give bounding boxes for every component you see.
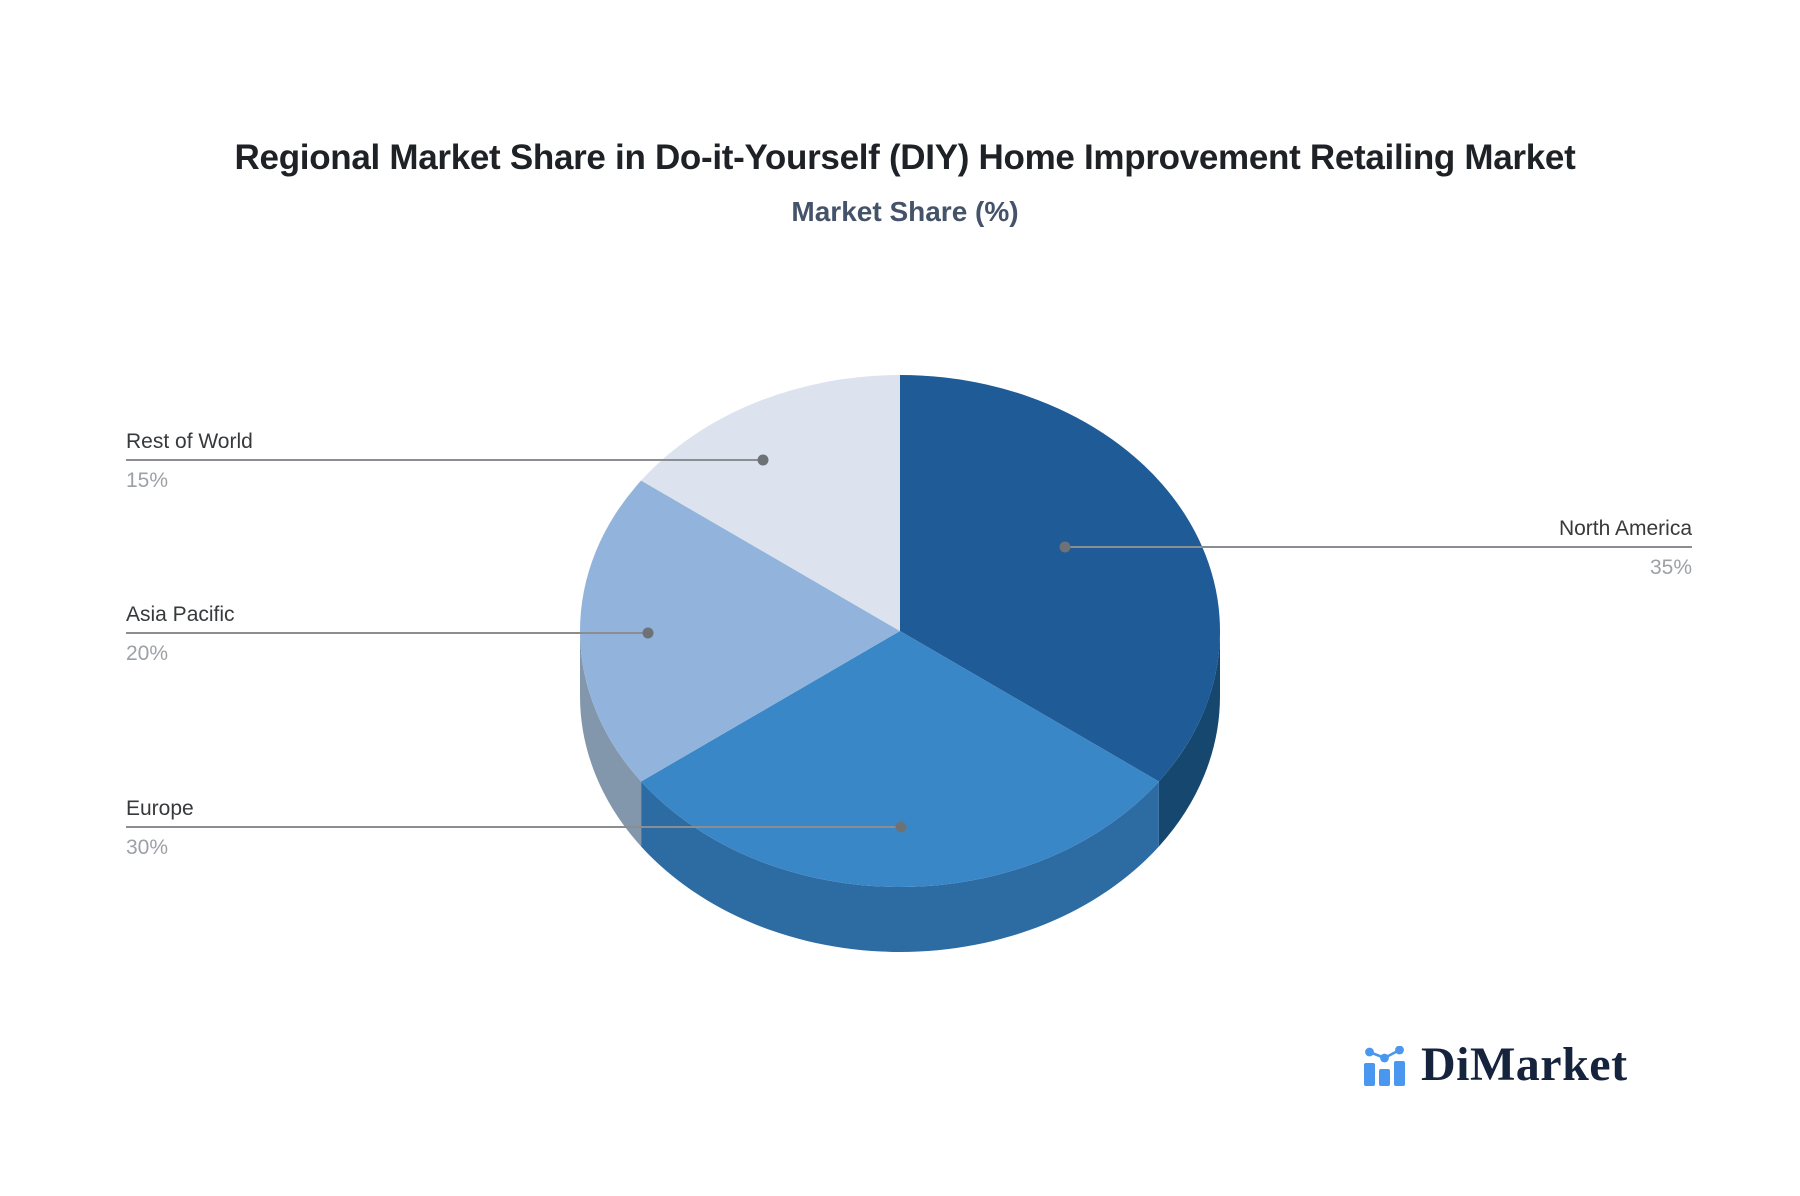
callout-europe: Europe bbox=[126, 796, 194, 822]
leader-dot-asia-pacific bbox=[642, 627, 654, 639]
pie-slices bbox=[579, 375, 1221, 888]
chart-subtitle: Market Share (%) bbox=[791, 196, 1019, 227]
slice-value-north-america: 35% bbox=[1649, 556, 1692, 579]
pie-slice-rest-of-world bbox=[641, 375, 900, 631]
leader-dot-rest-of-world bbox=[757, 454, 769, 466]
slice-value-europe: 30% bbox=[126, 836, 169, 859]
leader-lines bbox=[126, 459, 1692, 828]
pie-slice-side-north-america bbox=[1158, 631, 1220, 847]
slice-label-north-america: North America bbox=[1558, 517, 1692, 540]
dimarket-logo: DiMarket bbox=[1363, 1038, 1628, 1091]
leader-dot-north-america bbox=[1059, 541, 1071, 553]
pie-3d-sides bbox=[580, 631, 1220, 953]
slice-label-rest-of-world: Rest of World bbox=[126, 430, 253, 453]
mini-bar-line-chart-icon bbox=[1364, 1046, 1405, 1086]
callout-value-asia-pacific: 20% bbox=[126, 641, 168, 667]
chart-title: Regional Market Share in Do-it-Yourself … bbox=[234, 138, 1576, 177]
slice-label-europe: Europe bbox=[126, 797, 194, 820]
slice-label-asia-pacific: Asia Pacific bbox=[126, 603, 235, 626]
callout-rest-of-world: Rest of World bbox=[126, 429, 253, 455]
slice-value-asia-pacific: 20% bbox=[126, 642, 169, 665]
callout-value-europe: 30% bbox=[126, 835, 168, 861]
callout-value-north-america: 35% bbox=[1650, 555, 1692, 581]
callout-value-rest-of-world: 15% bbox=[126, 468, 168, 494]
pie-slice-asia-pacific bbox=[579, 480, 900, 782]
pie-slice-europe bbox=[641, 631, 1159, 888]
callout-asia-pacific: Asia Pacific bbox=[126, 602, 235, 628]
slice-value-rest-of-world: 15% bbox=[126, 469, 169, 492]
pie-slice-side-asia-pacific bbox=[580, 631, 642, 847]
pie-slice-side-europe bbox=[641, 781, 1159, 953]
pie-slice-north-america bbox=[900, 375, 1221, 782]
logo-text: DiMarket bbox=[1421, 1038, 1628, 1091]
callout-north-america: North America bbox=[1559, 516, 1692, 542]
leader-dots bbox=[642, 454, 1071, 833]
leader-dot-europe bbox=[895, 821, 907, 833]
